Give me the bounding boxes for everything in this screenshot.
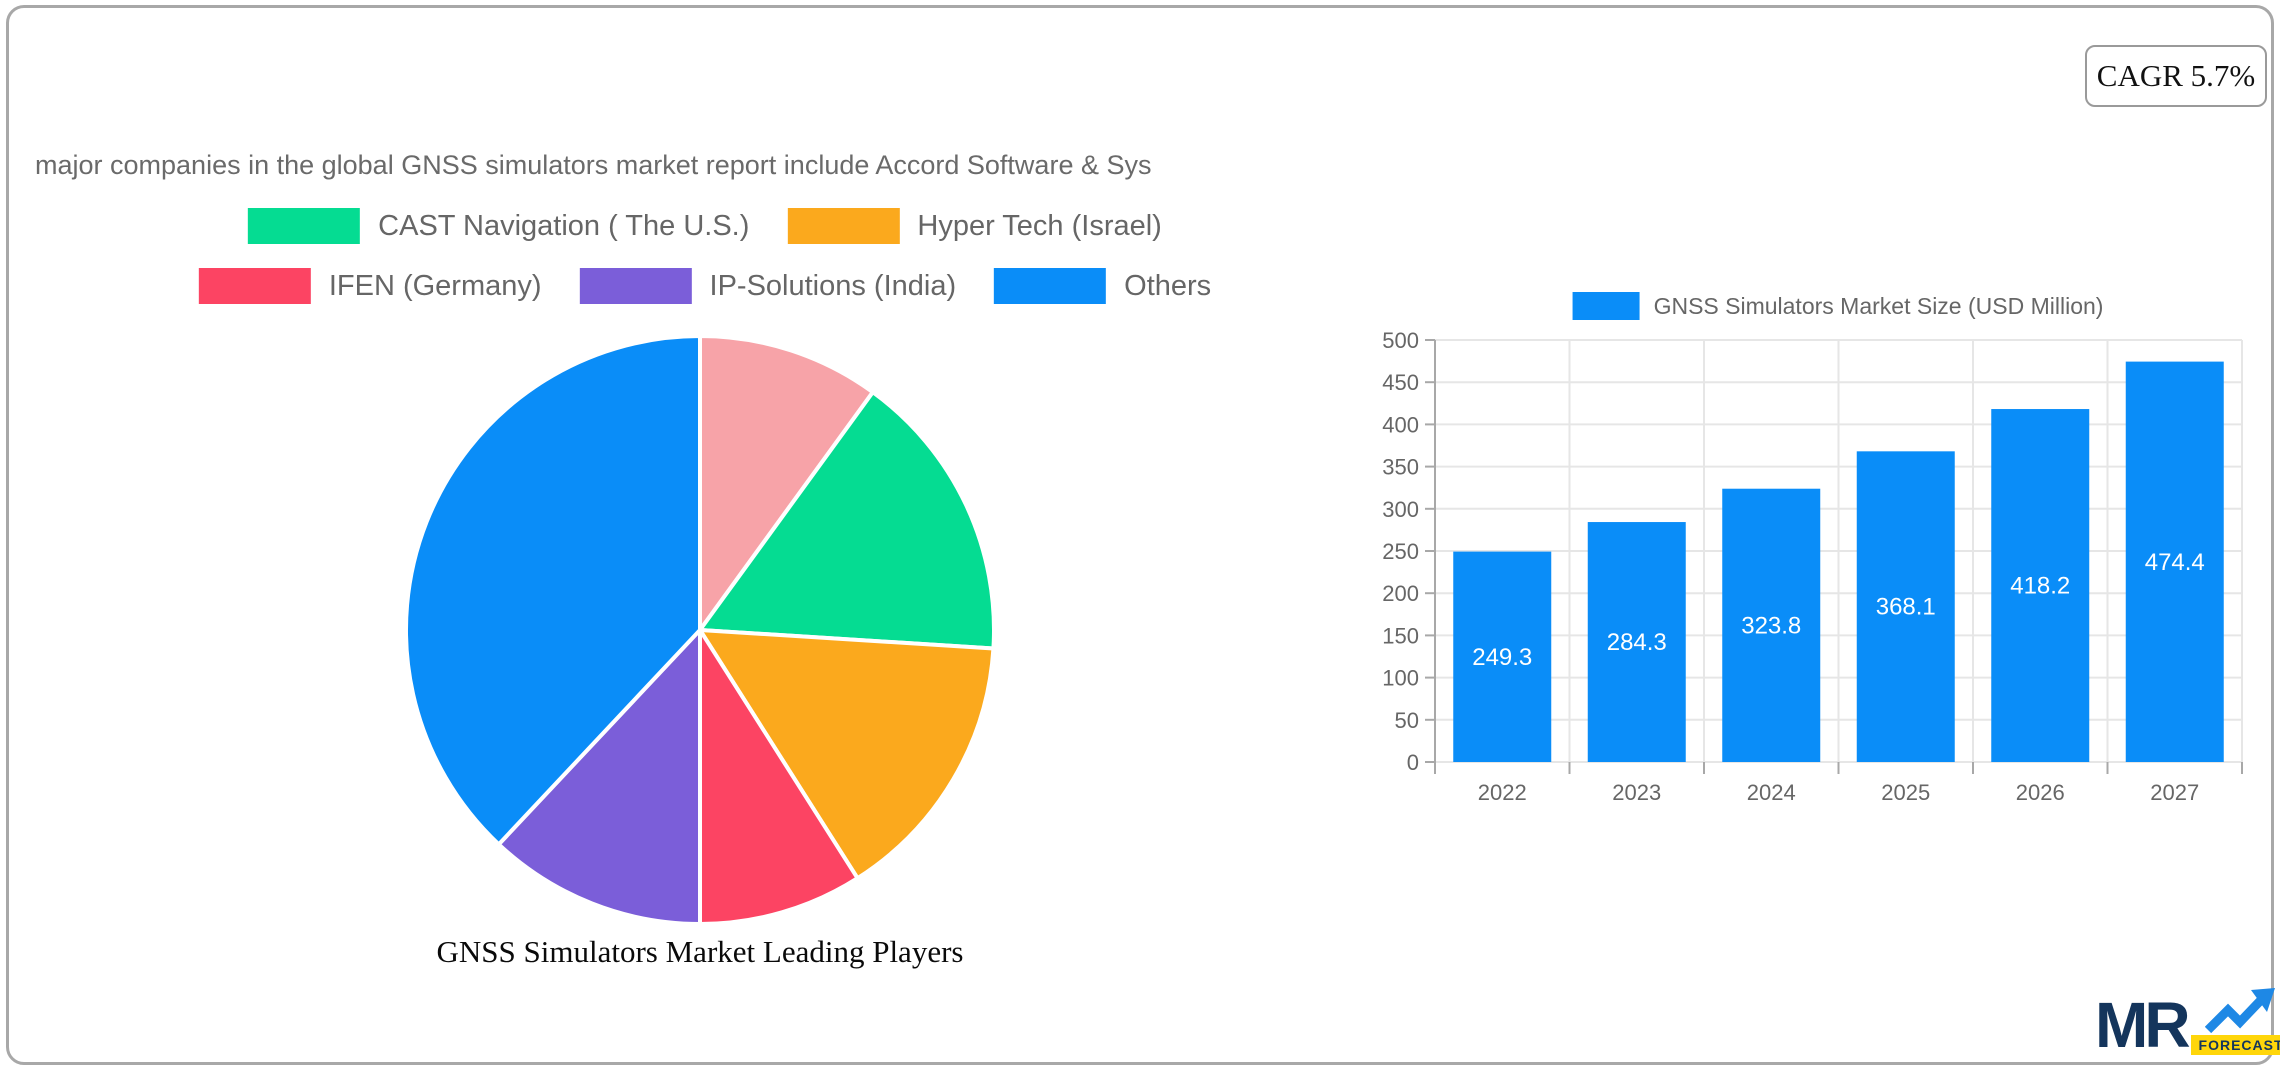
bar-value-label: 474.4 (2145, 549, 2205, 576)
y-tick-label: 400 (1382, 412, 1419, 437)
x-category-label: 2025 (1881, 780, 1930, 805)
bar[interactable] (1587, 522, 1686, 762)
bar-value-label: 368.1 (1876, 594, 1936, 621)
x-category-label: 2027 (2150, 780, 2199, 805)
pie-legend: CAST Navigation ( The U.S.) Hyper Tech (… (198, 208, 1211, 304)
pie-slice[interactable] (698, 334, 875, 632)
growth-arrow-icon (2205, 988, 2276, 1034)
legend-label: IFEN (Germany) (328, 270, 542, 302)
cagr-badge-label: CAGR 5.7% (2096, 58, 2256, 93)
x-category-label: 2026 (2016, 780, 2065, 805)
x-category-label: 2022 (1478, 780, 1527, 805)
bar[interactable] (1453, 551, 1552, 762)
y-tick-label: 150 (1382, 623, 1419, 648)
bar-value-label: 249.3 (1472, 644, 1532, 671)
bar[interactable] (1856, 451, 1955, 762)
y-tick-label: 50 (1395, 708, 1419, 733)
pie-chart-title: GNSS Simulators Market Leading Players (436, 934, 964, 969)
bar-value-label: 418.2 (2010, 573, 2070, 600)
legend-swatch-ip-solutions (579, 268, 692, 304)
bar[interactable] (1991, 409, 2090, 762)
legend-swatch-hyper-tech (787, 208, 900, 244)
pie-legend-row-1: CAST Navigation ( The U.S.) Hyper Tech (… (248, 208, 1162, 244)
y-tick-label: 0 (1407, 750, 1419, 775)
logo-forecast-text: FORECAST (2190, 1035, 2280, 1055)
x-category-label: 2023 (1612, 780, 1661, 805)
pie-chart (403, 334, 996, 926)
legend-item-ip-solutions[interactable]: IP-Solutions (India) (579, 268, 957, 304)
pie-slice[interactable] (496, 628, 702, 926)
legend-label: CAST Navigation ( The U.S.) (378, 210, 750, 242)
legend-swatch-others (994, 268, 1107, 304)
legend-swatch-cast-navigation (248, 208, 361, 244)
legend-label: Hyper Tech (Israel) (917, 210, 1162, 242)
legend-label: IP-Solutions (India) (709, 270, 957, 302)
legend-item-others[interactable]: Others (994, 268, 1211, 304)
legend-item-cast-navigation[interactable]: CAST Navigation ( The U.S.) (248, 208, 749, 244)
bar[interactable] (1722, 488, 1821, 762)
y-tick-label: 200 (1382, 581, 1419, 606)
mr-forecast-logo: MR FORECAST (2095, 986, 2280, 1062)
logo-mr-text: MR (2095, 989, 2191, 1062)
y-tick-label: 250 (1382, 539, 1419, 564)
bar-legend-swatch (1572, 292, 1640, 320)
y-tick-label: 300 (1382, 497, 1419, 522)
y-tick-label: 500 (1382, 328, 1419, 353)
pie-legend-row-2: IFEN (Germany) IP-Solutions (India) Othe… (198, 268, 1211, 304)
y-tick-label: 100 (1382, 666, 1419, 691)
legend-item-hyper-tech[interactable]: Hyper Tech (Israel) (787, 208, 1162, 244)
logo-right-block: FORECAST (2190, 986, 2280, 1055)
bar-value-label: 323.8 (1741, 612, 1801, 639)
bar-chart: 0 50 100 150 200 250 300 350 400 450 500 249.3 2022 2… (1382, 328, 2243, 805)
legend-swatch-ifen (198, 268, 311, 304)
pie-slice[interactable] (698, 390, 996, 651)
pie-slice[interactable] (403, 334, 702, 847)
legend-label: Others (1124, 270, 1212, 302)
bar-value-label: 284.3 (1607, 629, 1667, 656)
x-category-label: 2024 (1747, 780, 1796, 805)
bar-chart-legend[interactable]: GNSS Simulators Market Size (USD Million… (1572, 292, 2104, 320)
y-tick-label: 350 (1382, 455, 1419, 480)
pie-slice[interactable] (698, 628, 860, 926)
cagr-badge: CAGR 5.7% (2085, 45, 2267, 107)
bar-legend-label: GNSS Simulators Market Size (USD Million… (1653, 292, 2104, 319)
bar[interactable] (2125, 361, 2224, 762)
y-tick-label: 450 (1382, 370, 1419, 395)
pie-slice[interactable] (698, 628, 996, 881)
legend-item-ifen[interactable]: IFEN (Germany) (198, 268, 542, 304)
report-title: major companies in the global GNSS simul… (35, 150, 1152, 180)
